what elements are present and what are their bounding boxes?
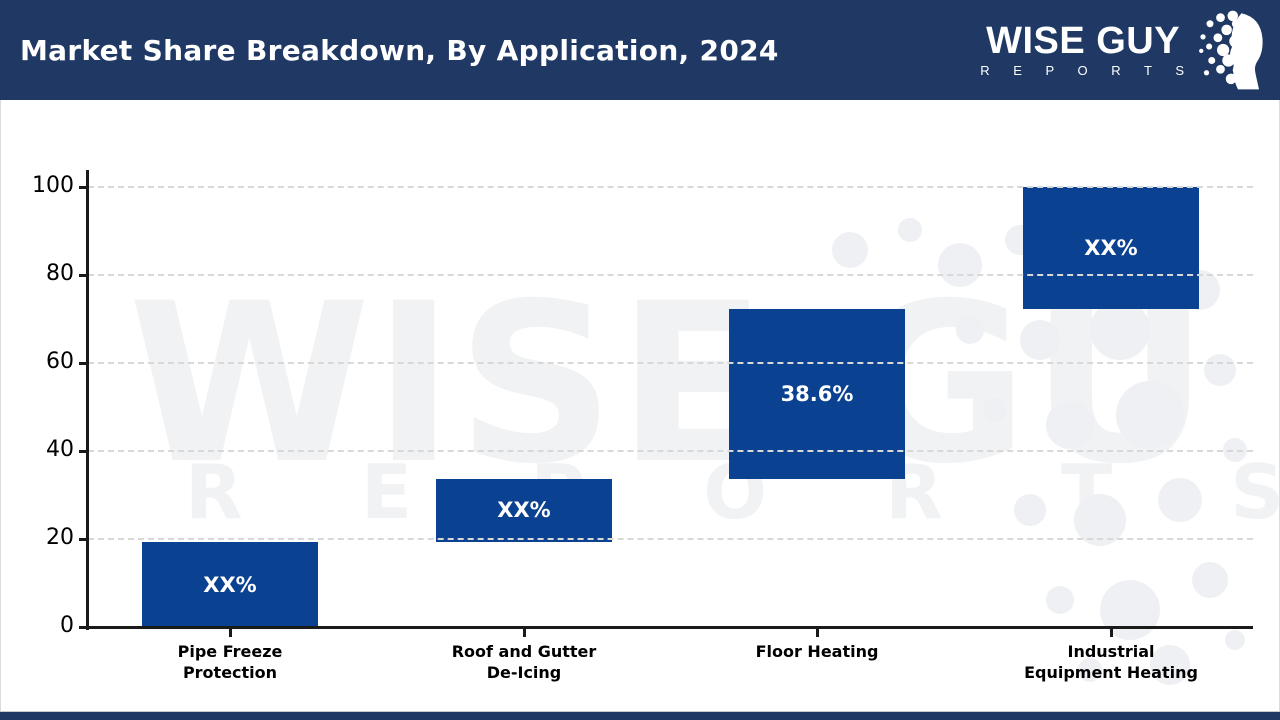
y-tick-label: 100 — [32, 173, 74, 198]
y-tick-label: 80 — [46, 261, 74, 286]
x-axis-tick — [816, 629, 819, 637]
x-tick-label-line: Industrial — [1067, 642, 1155, 661]
x-tick-label-line: Protection — [182, 663, 278, 682]
y-axis-tick — [79, 362, 87, 365]
brand-name: WISE GUY — [986, 20, 1181, 62]
bar-4: XX% — [1023, 187, 1199, 309]
x-tick-label-line: Roof and Gutter — [451, 642, 597, 661]
y-tick-label: 60 — [46, 349, 74, 374]
y-axis-tick — [79, 186, 87, 189]
x-tick-label: Floor Heating — [677, 641, 957, 662]
brand-subtitle: R E P O R T S — [980, 63, 1194, 78]
x-axis-spine — [86, 626, 1253, 629]
gridline — [88, 362, 1253, 364]
brand-text: WISE GUY R E P O R T S — [972, 22, 1194, 78]
gridline — [88, 186, 1253, 188]
header-bar: Market Share Breakdown, By Application, … — [0, 0, 1280, 100]
y-tick-label: 0 — [60, 613, 74, 638]
watermark-dots — [832, 218, 1247, 685]
x-tick-label: Industrial Equipment Heating — [971, 641, 1251, 683]
y-axis-tick — [79, 450, 87, 453]
gridline — [88, 538, 1253, 540]
bar-value-label: 38.6% — [780, 381, 854, 406]
y-axis-spine — [86, 170, 89, 630]
footer-bar — [0, 711, 1280, 720]
y-axis-tick — [79, 626, 87, 629]
bar-value-label: XX% — [1084, 235, 1138, 260]
bar-2: XX% — [436, 478, 612, 543]
y-axis-tick — [79, 538, 87, 541]
brand-face-icon — [1199, 10, 1263, 90]
x-tick-label-line: De-Icing — [486, 663, 562, 682]
gridline — [88, 450, 1253, 452]
x-tick-label-line: Pipe Freeze — [177, 642, 283, 661]
x-axis-tick — [1110, 629, 1113, 637]
x-tick-label: Roof and Gutter De-Icing — [384, 641, 664, 683]
brand-logo: WISE GUY R E P O R T S — [972, 0, 1266, 100]
x-tick-label-line: Floor Heating — [755, 642, 879, 661]
bar-1: XX% — [142, 542, 318, 627]
x-axis-tick — [523, 629, 526, 637]
page-title: Market Share Breakdown, By Application, … — [20, 33, 779, 67]
x-tick-label: Pipe Freeze Protection — [90, 641, 370, 683]
x-tick-label-line: Equipment Heating — [1024, 663, 1198, 682]
bar-3: 38.6% — [729, 308, 905, 479]
y-tick-label: 40 — [46, 437, 74, 462]
gridline — [88, 274, 1253, 276]
y-axis-tick — [79, 274, 87, 277]
bar-value-label: XX% — [497, 498, 551, 523]
y-tick-label: 20 — [46, 525, 74, 550]
bar-value-label: XX% — [203, 572, 257, 597]
x-axis-tick — [229, 629, 232, 637]
